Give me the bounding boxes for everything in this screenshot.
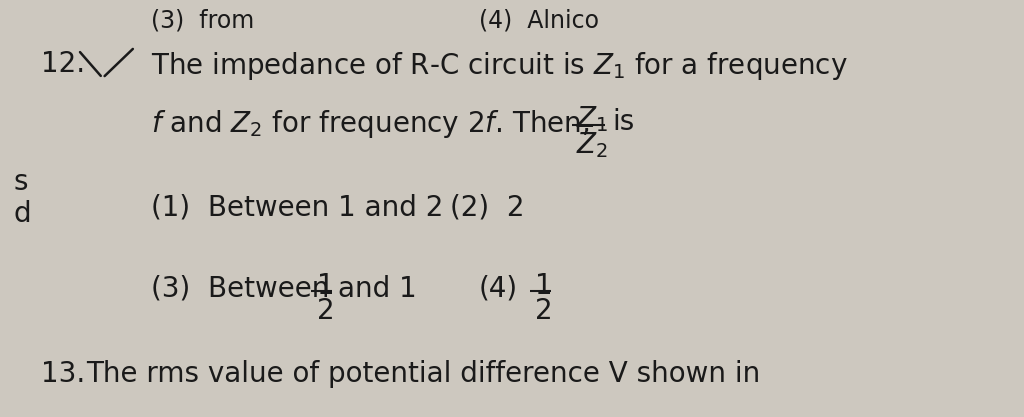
Text: (4)  Alnico: (4) Alnico — [479, 8, 599, 32]
Text: s: s — [13, 168, 29, 196]
Text: and 1: and 1 — [338, 275, 417, 303]
Text: 2: 2 — [316, 297, 334, 325]
Text: (3)  Between: (3) Between — [152, 275, 330, 303]
Text: $Z_1$: $Z_1$ — [575, 104, 608, 134]
Text: (2)  2: (2) 2 — [450, 193, 524, 221]
Text: $f$ and $Z_2$ for frequency 2$f$. Then,: $f$ and $Z_2$ for frequency 2$f$. Then, — [152, 108, 590, 140]
Text: 1: 1 — [316, 272, 334, 300]
Text: 12.: 12. — [41, 50, 85, 78]
Text: (1)  Between 1 and 2: (1) Between 1 and 2 — [152, 193, 443, 221]
Text: 2: 2 — [536, 297, 553, 325]
Text: (3)  from: (3) from — [152, 8, 255, 32]
Text: The rms value of potential difference V shown in: The rms value of potential difference V … — [86, 360, 760, 388]
Text: $Z_2$: $Z_2$ — [575, 130, 607, 160]
Text: is: is — [612, 108, 635, 136]
Text: (4): (4) — [479, 275, 518, 303]
Text: 1: 1 — [536, 272, 553, 300]
Text: d: d — [13, 200, 32, 228]
Text: 13.: 13. — [41, 360, 85, 388]
Text: The impedance of R-C circuit is $Z_1$ for a frequency: The impedance of R-C circuit is $Z_1$ fo… — [152, 50, 848, 82]
